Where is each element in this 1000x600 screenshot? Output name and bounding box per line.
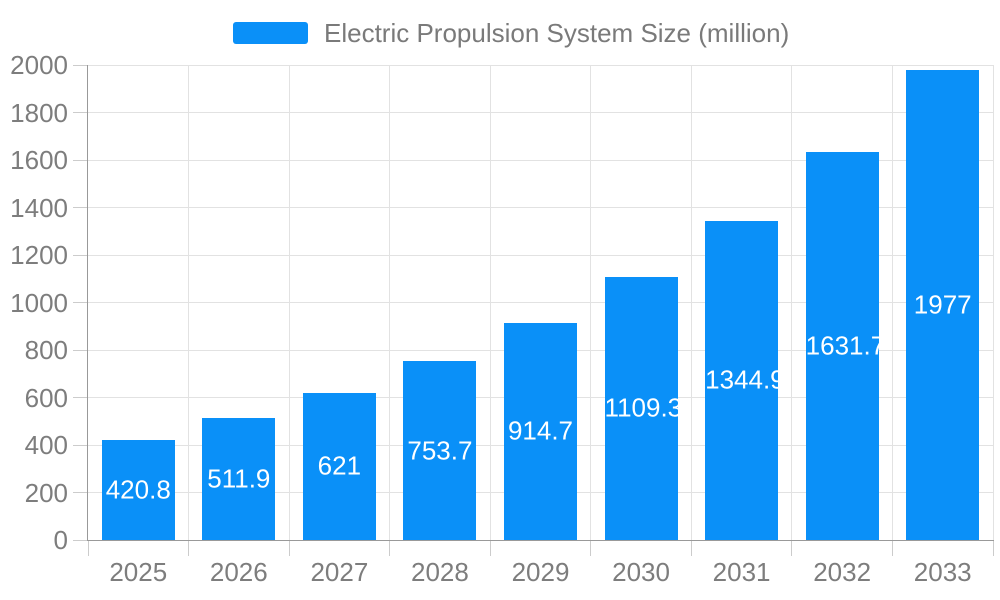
bar-value-label: 420.8: [105, 474, 171, 505]
y-axis-tick-label: 2000: [10, 50, 68, 80]
bar[interactable]: 1631.7: [805, 152, 886, 540]
y-axis-tick-label: 600: [24, 382, 68, 413]
y-axis-tick: [73, 492, 88, 493]
y-axis-line: [87, 65, 88, 541]
x-axis-tick: [87, 540, 89, 556]
x-axis-category-label: 2026: [209, 557, 268, 587]
y-axis-tick-label: 1200: [10, 240, 68, 270]
bar-value-label: 1109.3: [604, 392, 683, 423]
x-axis-category-label: 2028: [411, 557, 469, 587]
x-axis-tick: [891, 540, 893, 556]
bar[interactable]: 1977: [906, 70, 980, 540]
x-axis-category-label: 2031: [712, 557, 771, 587]
bar[interactable]: 420.8: [101, 440, 175, 540]
bar[interactable]: 1344.9: [705, 220, 785, 540]
bar[interactable]: 1109.3: [604, 276, 683, 540]
grid-v-line: [791, 65, 793, 540]
grid-v-line: [590, 65, 592, 540]
y-axis-tick: [73, 444, 88, 446]
y-axis-tick: [73, 397, 88, 398]
x-axis-tick: [791, 540, 793, 556]
x-axis-category-label: 2032: [813, 557, 872, 587]
x-axis-tick: [489, 540, 491, 556]
y-axis-tick: [73, 112, 88, 113]
grid-h-line: [88, 302, 993, 303]
legend-swatch: [233, 22, 308, 44]
grid-v-line: [992, 65, 994, 540]
x-axis-tick: [288, 540, 290, 556]
y-axis-tick: [73, 539, 88, 541]
x-axis-tick: [590, 540, 592, 556]
x-axis-tick: [188, 540, 190, 556]
y-axis-tick-label: 800: [24, 335, 68, 365]
grid-v-line: [389, 65, 391, 540]
bar-value-label: 1977: [913, 289, 972, 320]
y-axis-tick: [73, 64, 88, 66]
y-axis-tick: [73, 349, 88, 351]
grid-v-line: [690, 65, 692, 540]
grid-h-line: [88, 112, 993, 113]
grid-v-line: [188, 65, 190, 540]
x-axis-tick: [992, 540, 994, 556]
bar-value-label: 914.7: [507, 415, 574, 446]
legend-label: Electric Propulsion System Size (million…: [324, 18, 790, 48]
legend-item[interactable]: Electric Propulsion System Size (million…: [233, 19, 789, 47]
grid-h-line: [88, 207, 993, 208]
bar[interactable]: 511.9: [202, 418, 276, 540]
bar-value-label: 511.9: [207, 463, 271, 494]
y-axis-tick-label: 400: [24, 430, 68, 460]
bar-value-label: 1344.9: [705, 364, 785, 395]
x-axis-category-label: 2033: [913, 557, 972, 587]
y-axis-tick-label: 1400: [10, 192, 68, 223]
x-axis-category-label: 2027: [310, 557, 369, 587]
bar-value-label: 1631.7: [805, 330, 886, 361]
x-axis-tick: [690, 540, 692, 556]
y-axis-tick-label: 200: [24, 477, 68, 508]
plot-area: 420.8 511.9 621 753.7 914.7 1109.3 1344.9 1631.…: [88, 64, 994, 540]
grid-v-line: [489, 65, 491, 540]
y-axis-tick-label: 1000: [10, 287, 68, 318]
y-axis-tick: [73, 302, 88, 303]
y-axis-tick-label: 1600: [10, 145, 68, 175]
bar[interactable]: 621: [302, 392, 376, 540]
x-axis-line: [87, 540, 994, 541]
grid-v-line: [891, 65, 893, 540]
y-axis-tick: [73, 207, 88, 208]
grid-h-line: [88, 159, 993, 161]
bar-value-label: 621: [317, 450, 362, 481]
y-axis-tick: [73, 159, 88, 161]
y-axis-tick-label: 0: [53, 525, 68, 555]
y-axis-tick-label: 1800: [10, 97, 68, 128]
x-axis-category-label: 2030: [612, 557, 670, 587]
grid-h-line: [88, 64, 993, 66]
x-axis-category-label: 2025: [109, 557, 168, 587]
grid-h-line: [88, 254, 993, 256]
y-axis-tick: [73, 254, 88, 256]
bar-value-label: 753.7: [407, 435, 473, 465]
grid-v-line: [288, 65, 290, 540]
bar[interactable]: 914.7: [504, 322, 577, 540]
bar[interactable]: 753.7: [403, 361, 477, 540]
x-axis-category-label: 2029: [511, 557, 570, 587]
x-axis-tick: [389, 540, 391, 556]
